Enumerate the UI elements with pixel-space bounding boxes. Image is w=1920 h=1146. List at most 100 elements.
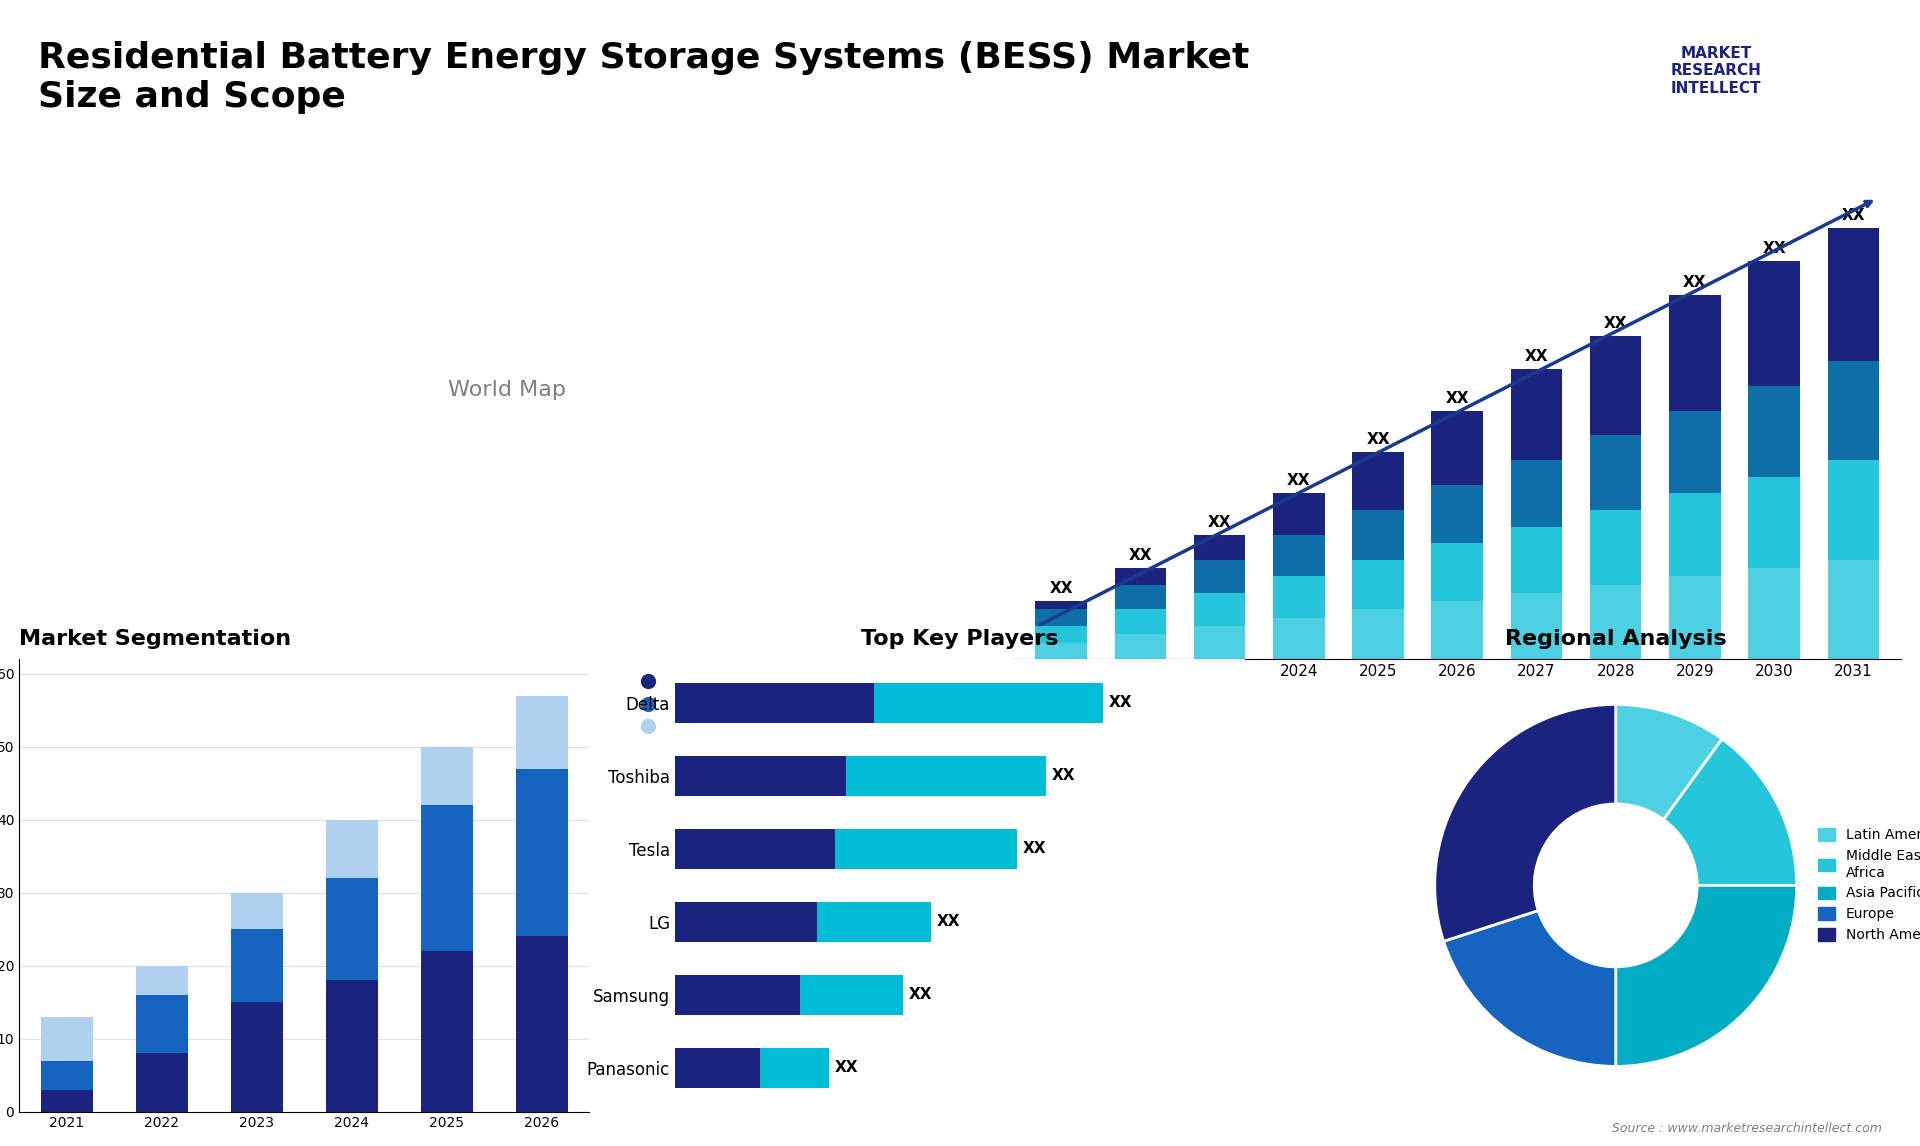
Bar [676,975,801,1015]
Bar [676,1047,760,1088]
Wedge shape [1434,705,1617,941]
Bar [1511,527,1563,592]
Text: XX: XX [1129,548,1152,563]
Text: XX: XX [1050,581,1073,596]
Text: Source : www.marketresearchintellect.com: Source : www.marketresearchintellect.com [1611,1122,1882,1135]
Bar [1668,295,1720,410]
Bar [1432,543,1482,602]
Bar [1668,410,1720,494]
Bar [1116,610,1165,635]
Bar [420,806,472,951]
Bar [847,756,1046,796]
Text: XX: XX [835,1060,858,1075]
Legend: Type, Application, Geography: Type, Application, Geography [626,667,770,743]
Bar [1352,559,1404,610]
Text: XX: XX [908,988,933,1003]
Bar [1590,336,1642,435]
Wedge shape [1617,886,1797,1067]
Bar [676,756,847,796]
Wedge shape [1663,739,1797,886]
Bar [1828,461,1880,559]
Bar [230,1002,282,1112]
Bar [801,975,902,1015]
Title: Top Key Players: Top Key Players [862,629,1058,650]
Bar [420,951,472,1112]
Bar [1432,485,1482,543]
Bar [420,747,472,806]
Bar [676,829,835,869]
Bar [1590,584,1642,659]
Bar [1352,452,1404,510]
Bar [1828,559,1880,659]
Bar [1668,576,1720,659]
Bar [1511,369,1563,461]
Text: XX: XX [1023,841,1046,856]
Bar [1194,626,1246,659]
Bar [1352,510,1404,559]
Bar [1432,602,1482,659]
Text: XX: XX [1763,242,1786,257]
Bar [516,936,568,1112]
Bar [1273,535,1325,576]
Text: World Map: World Map [447,379,566,400]
Bar [1116,584,1165,610]
Bar [136,1053,188,1112]
Text: XX: XX [1367,432,1390,447]
Bar [760,1047,829,1088]
Wedge shape [1444,911,1617,1067]
Text: XX: XX [1684,275,1707,290]
Text: XX: XX [1052,769,1075,784]
Bar [1035,610,1087,626]
Bar [1273,618,1325,659]
Bar [1749,261,1799,386]
Bar [136,995,188,1053]
Bar [1035,626,1087,643]
Bar [676,902,818,942]
Bar [1116,568,1165,584]
Bar [1273,494,1325,535]
Bar [1749,477,1799,568]
Bar [1116,635,1165,659]
Wedge shape [1617,705,1722,819]
Legend: Latin America, Middle East &
Africa, Asia Pacific, Europe, North America: Latin America, Middle East & Africa, Asi… [1812,823,1920,948]
Bar [40,1017,92,1060]
Bar [1035,643,1087,659]
Text: Market Segmentation: Market Segmentation [19,629,292,650]
Bar [676,683,874,723]
Title: Regional Analysis: Regional Analysis [1505,629,1726,650]
Bar [1828,361,1880,461]
Bar [1590,435,1642,510]
Text: XX: XX [1446,391,1469,406]
Bar [1352,610,1404,659]
Bar [1035,602,1087,610]
Bar [874,683,1102,723]
Text: XX: XX [1208,515,1231,529]
Bar [1432,410,1482,485]
Bar [1194,535,1246,559]
Bar [40,1090,92,1112]
Bar [1273,576,1325,618]
Text: XX: XX [1603,316,1628,331]
Bar [1749,386,1799,477]
Bar [1668,494,1720,576]
Bar [40,1060,92,1090]
Text: XX: XX [1286,473,1311,488]
Bar [1511,461,1563,527]
Text: XX: XX [1841,209,1864,223]
Bar [516,696,568,769]
Bar [326,980,378,1112]
Text: Residential Battery Energy Storage Systems (BESS) Market
Size and Scope: Residential Battery Energy Storage Syste… [38,41,1250,115]
Text: MARKET
RESEARCH
INTELLECT: MARKET RESEARCH INTELLECT [1670,46,1761,95]
Bar [516,769,568,936]
Bar [1590,510,1642,584]
Bar [136,966,188,995]
Bar [1194,559,1246,592]
Bar [1511,592,1563,659]
Text: XX: XX [1108,696,1131,711]
Bar [326,878,378,980]
Bar [230,929,282,1002]
Bar [1749,568,1799,659]
Bar [1828,228,1880,361]
Bar [326,819,378,878]
Bar [835,829,1018,869]
